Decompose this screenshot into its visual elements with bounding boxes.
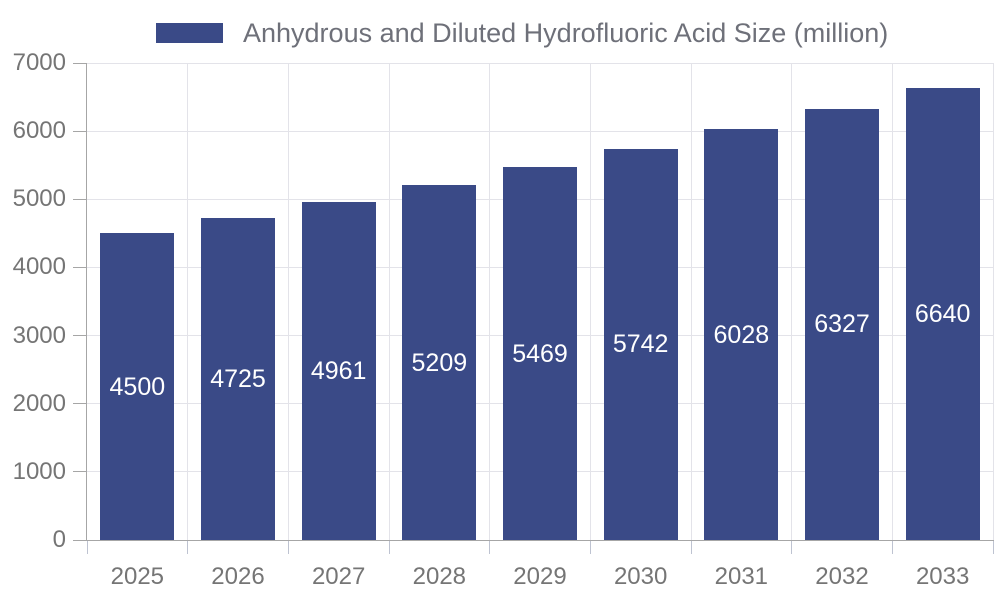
y-axis-label: 3000 [12, 321, 66, 349]
bar-2029[interactable] [503, 167, 577, 540]
x-axis-label: 2033 [915, 563, 970, 590]
bar-2028[interactable] [402, 185, 477, 540]
x-axis-tick [791, 540, 793, 554]
legend-label: Anhydrous and Diluted Hydrofluoric Acid … [243, 17, 889, 48]
gridline-v [992, 63, 994, 540]
bar-2030[interactable] [603, 148, 678, 540]
y-axis-tick [73, 403, 87, 405]
bar-2031[interactable] [704, 129, 779, 540]
x-axis-tick [489, 540, 491, 554]
gridline-v [791, 63, 793, 540]
y-axis-tick [73, 266, 87, 268]
gridline-v [489, 63, 491, 540]
x-axis-label: 2027 [311, 563, 366, 590]
y-axis-tick [73, 198, 87, 200]
y-axis-label: 0 [52, 526, 66, 553]
gridline-v [690, 63, 692, 540]
y-axis-label: 5000 [12, 185, 66, 213]
x-axis-label: 2032 [815, 563, 869, 590]
gridline-h [87, 130, 993, 132]
legend-swatch-icon [156, 23, 223, 43]
bar-2026[interactable] [201, 218, 275, 540]
y-axis-label: 4000 [12, 253, 66, 281]
gridline-v [388, 63, 390, 540]
x-axis-label: 2030 [613, 563, 668, 590]
y-axis-tick [73, 130, 87, 132]
x-axis-label: 2029 [513, 563, 567, 590]
x-axis-tick [187, 540, 189, 554]
x-axis-label: 2028 [412, 563, 467, 590]
gridline-v [891, 63, 893, 540]
y-axis-line [86, 63, 87, 541]
bar-2027[interactable] [301, 201, 376, 540]
y-axis-tick [73, 62, 87, 64]
x-axis-tick [287, 540, 289, 554]
gridline-v [187, 63, 189, 540]
x-axis-tick [690, 540, 692, 554]
x-axis-label: 2026 [211, 563, 265, 590]
y-axis-label: 6000 [12, 117, 66, 145]
gridline-h [87, 62, 993, 64]
x-axis-label: 2025 [110, 563, 165, 590]
x-axis-tick [86, 540, 88, 554]
bar-2033[interactable] [905, 87, 980, 540]
y-axis-label: 7000 [12, 49, 66, 76]
y-axis-tick [73, 471, 87, 473]
y-axis-tick [73, 335, 87, 337]
bar-2025[interactable] [100, 233, 175, 540]
x-axis-tick [589, 540, 591, 554]
gridline-v [287, 63, 289, 540]
legend-item[interactable]: Anhydrous and Diluted Hydrofluoric Acid … [156, 16, 888, 50]
x-axis-tick [388, 540, 390, 554]
x-axis-label: 2031 [714, 563, 769, 590]
x-axis-line [86, 540, 994, 541]
y-axis-label: 1000 [12, 457, 66, 485]
x-axis-tick [891, 540, 893, 554]
y-axis-label: 2000 [12, 389, 66, 417]
y-axis-tick [73, 539, 87, 541]
gridline-v [589, 63, 591, 540]
x-axis-tick [992, 540, 994, 554]
bar-2032[interactable] [805, 108, 879, 540]
